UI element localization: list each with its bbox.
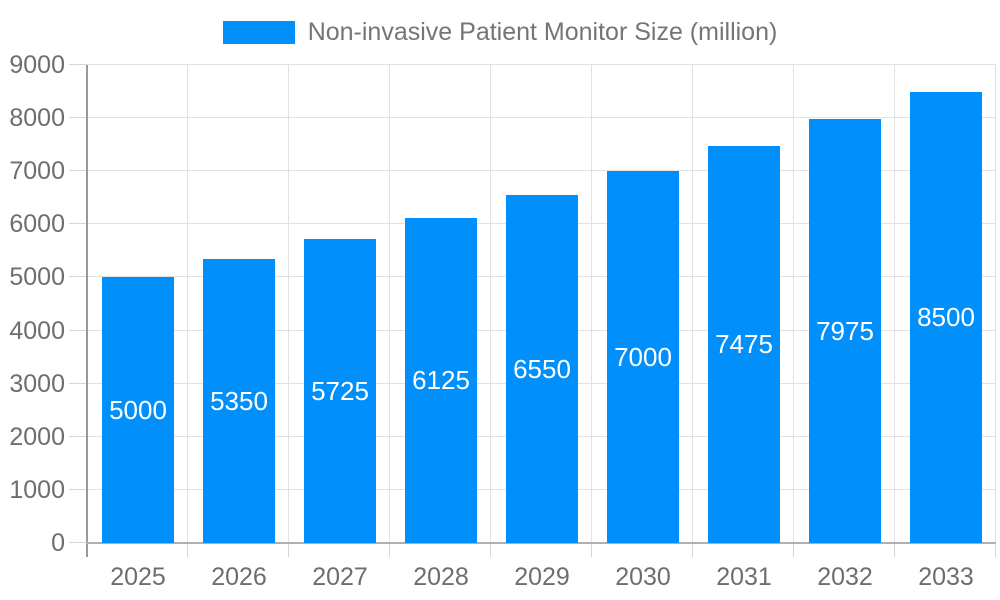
x-axis-tick-label: 2028 (413, 563, 469, 591)
bar-value-label: 5350 (210, 385, 268, 416)
y-axis-tick-label: 3000 (9, 370, 65, 398)
x-axis-tick (995, 543, 996, 557)
x-gridline (591, 65, 592, 543)
x-axis-tick (692, 543, 693, 557)
bar[interactable]: 7475 (708, 146, 780, 543)
y-axis-tick (69, 276, 87, 277)
bar[interactable]: 6125 (405, 218, 477, 543)
x-axis-tick (389, 543, 390, 557)
bar[interactable]: 8500 (910, 92, 982, 543)
x-gridline (288, 65, 289, 543)
x-axis-tick-label: 2030 (615, 563, 671, 591)
x-axis-tick (793, 543, 794, 557)
x-axis-tick (187, 543, 188, 557)
y-axis-tick-label: 9000 (9, 51, 65, 79)
bar[interactable]: 5000 (102, 277, 174, 543)
bar-value-label: 7975 (816, 315, 874, 346)
bar-value-label: 8500 (917, 302, 975, 332)
bar-value-label: 5725 (311, 375, 369, 406)
y-axis-tick (69, 64, 87, 65)
y-gridline (87, 117, 996, 118)
y-axis-tick-label: 6000 (9, 210, 65, 238)
bar[interactable]: 7975 (809, 119, 881, 543)
y-axis-tick-label: 0 (51, 529, 65, 557)
bar[interactable]: 6550 (506, 195, 578, 543)
x-axis-tick (894, 543, 895, 557)
bar[interactable]: 5350 (203, 259, 275, 543)
legend-label: Non-invasive Patient Monitor Size (milli… (307, 18, 778, 46)
x-gridline (894, 65, 895, 543)
x-axis-tick (288, 543, 289, 557)
x-axis-tick-label: 2033 (918, 563, 974, 591)
chart-legend[interactable]: Non-invasive Patient Monitor Size (milli… (0, 18, 1000, 47)
bar-value-label: 5000 (109, 394, 167, 425)
x-axis-tick (591, 543, 592, 557)
y-axis-line (86, 65, 88, 557)
y-gridline (87, 170, 996, 171)
legend-swatch-icon (222, 21, 295, 44)
x-axis-tick-label: 2029 (514, 563, 570, 591)
bar-value-label: 7000 (614, 341, 672, 372)
y-axis-tick-label: 8000 (9, 104, 65, 132)
bar-value-label: 6125 (412, 365, 470, 395)
x-axis-tick-label: 2027 (312, 563, 368, 591)
y-axis-tick (69, 489, 87, 490)
x-axis-tick-label: 2025 (110, 563, 166, 591)
x-gridline (793, 65, 794, 543)
x-gridline (692, 65, 693, 543)
x-gridline (995, 65, 996, 543)
y-axis-tick (69, 170, 87, 171)
y-gridline (87, 64, 996, 65)
y-axis-tick (69, 223, 87, 224)
x-axis-tick-label: 2031 (716, 563, 772, 591)
x-gridline (490, 65, 491, 543)
y-axis-tick (69, 436, 87, 437)
x-axis-line (86, 542, 996, 544)
y-axis-tick-label: 1000 (9, 476, 65, 504)
bar-value-label: 6550 (513, 353, 571, 384)
y-axis-tick (69, 383, 87, 384)
y-axis-tick-label: 2000 (9, 423, 65, 451)
x-axis-tick (490, 543, 491, 557)
y-axis-tick (69, 117, 87, 118)
y-axis-tick-label: 7000 (9, 157, 65, 185)
y-axis-tick (69, 542, 87, 543)
bar[interactable]: 7000 (607, 171, 679, 543)
bar[interactable]: 5725 (304, 239, 376, 543)
x-gridline (187, 65, 188, 543)
x-axis-tick-label: 2032 (817, 563, 873, 591)
x-gridline (389, 65, 390, 543)
x-axis-tick-label: 2026 (211, 563, 267, 591)
y-axis-tick-label: 5000 (9, 263, 65, 291)
y-axis-tick-label: 4000 (9, 317, 65, 345)
bar-value-label: 7475 (715, 329, 773, 359)
y-axis-tick (69, 330, 87, 331)
